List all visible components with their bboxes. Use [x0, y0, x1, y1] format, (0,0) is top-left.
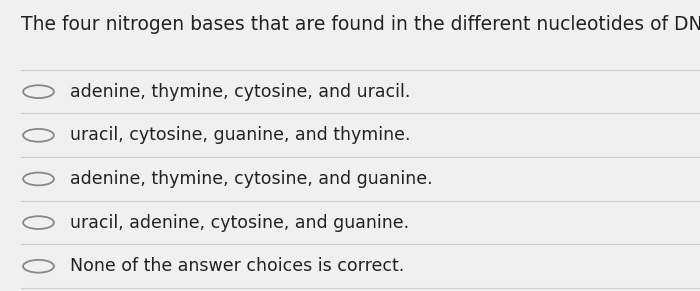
Text: uracil, cytosine, guanine, and thymine.: uracil, cytosine, guanine, and thymine.: [70, 126, 410, 144]
Text: The four nitrogen bases that are found in the different nucleotides of DNA are: The four nitrogen bases that are found i…: [21, 15, 700, 33]
Text: uracil, adenine, cytosine, and guanine.: uracil, adenine, cytosine, and guanine.: [70, 214, 409, 232]
Text: adenine, thymine, cytosine, and uracil.: adenine, thymine, cytosine, and uracil.: [70, 83, 410, 101]
Text: adenine, thymine, cytosine, and guanine.: adenine, thymine, cytosine, and guanine.: [70, 170, 433, 188]
Text: None of the answer choices is correct.: None of the answer choices is correct.: [70, 257, 405, 275]
